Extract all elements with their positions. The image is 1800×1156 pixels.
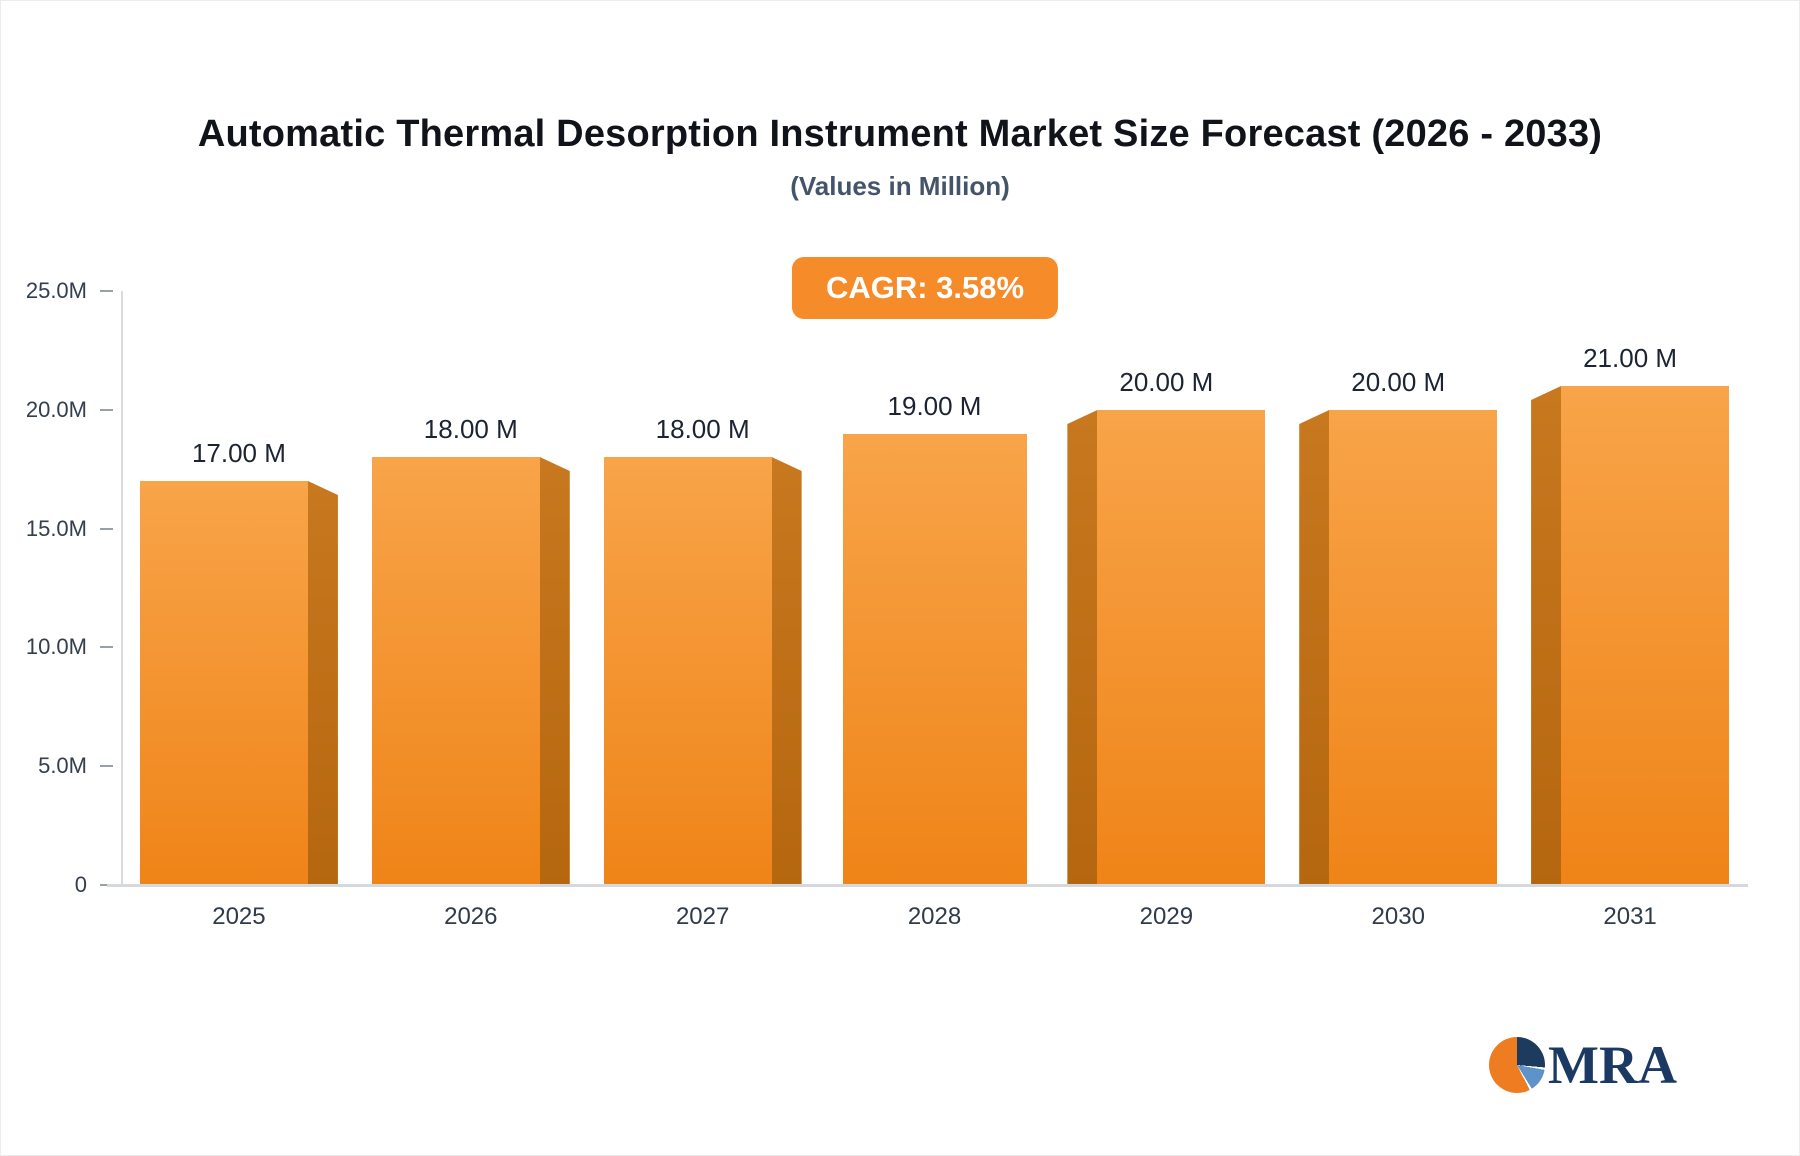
y-tick-label: 10.0M <box>25 634 87 660</box>
y-tick-mark <box>100 290 113 292</box>
bar: 20.00 M <box>1299 367 1498 885</box>
bar-slot: 18.00 M <box>587 291 819 885</box>
y-tick-label: 25.0M <box>25 278 87 303</box>
bar-side-face <box>1067 410 1098 885</box>
cagr-badge: CAGR: 3.58% <box>791 257 1059 319</box>
x-axis-label: 2029 <box>1139 903 1194 930</box>
bar-side-face <box>1299 410 1330 885</box>
bar: 18.00 M <box>371 414 570 885</box>
bar-slot: 18.00 M <box>355 291 587 885</box>
bar-slot: 17.00 M <box>123 291 355 885</box>
bar-chart: 0 5.0M 10.0M 15.0M 20.0M 25.0M 17.00 M 18.00 M… <box>26 278 1748 930</box>
bar: 18.00 M <box>603 414 802 885</box>
bar-value-label: 20.00 M <box>1351 367 1446 397</box>
bar-value-label: 20.00 M <box>1119 367 1214 397</box>
x-axis-label: 2031 <box>1603 903 1657 930</box>
bar: 17.00 M <box>139 438 338 885</box>
bar-slot: 21.00 M <box>1514 291 1746 885</box>
bar-slot: 20.00 M <box>1282 291 1514 885</box>
x-axis-label: 2027 <box>675 903 730 930</box>
y-tick-mark <box>100 765 113 768</box>
bar: 21.00 M <box>1531 343 1730 885</box>
bar-slot: 19.00 M <box>819 291 1051 885</box>
bar-front-face <box>1329 410 1498 885</box>
y-tick-mark <box>100 884 113 886</box>
bar-side-face <box>1531 386 1562 885</box>
x-axis: 2025 2026 2027 2028 2029 2030 2031 <box>123 903 1746 931</box>
x-axis-label: 2028 <box>907 903 962 930</box>
bar-value-label: 21.00 M <box>1583 343 1678 373</box>
x-axis-label: 2030 <box>1371 903 1425 930</box>
chart-title: Automatic Thermal Desorption Instrument … <box>197 113 1603 155</box>
x-axis-label: 2025 <box>212 903 266 930</box>
y-tick-label: 15.0M <box>25 515 87 541</box>
y-tick-label: 0 <box>74 872 87 897</box>
x-axis-label: 2026 <box>444 903 498 930</box>
bar-value-label: 17.00 M <box>191 438 286 468</box>
x-axis-line <box>107 884 1748 887</box>
bar-value-label: 18.00 M <box>423 414 518 444</box>
bar-value-label: 18.00 M <box>655 414 750 444</box>
bar-front-face <box>139 481 308 885</box>
bar-front-face <box>1097 410 1266 885</box>
bar-side-face <box>771 457 802 885</box>
bar-side-face <box>307 481 338 885</box>
y-tick-mark <box>100 408 113 411</box>
y-tick-label: 20.0M <box>25 396 87 422</box>
mra-logo-text: MRA <box>1548 1035 1677 1095</box>
bar: 19.00 M <box>836 391 1034 885</box>
bar-front-face <box>1561 386 1730 885</box>
bar: 20.00 M <box>1067 367 1266 885</box>
y-tick-mark <box>100 646 113 649</box>
y-tick-mark <box>100 527 113 530</box>
cagr-label: CAGR: 3.58% <box>825 270 1025 305</box>
y-axis: 0 5.0M 10.0M 15.0M 20.0M 25.0M <box>1 278 123 897</box>
bar-slot: 20.00 M <box>1050 291 1282 885</box>
y-tick-label: 5.0M <box>38 753 87 779</box>
mra-logo-pie-icon <box>1489 1037 1546 1093</box>
bar-value-label: 19.00 M <box>887 391 982 421</box>
bar-front-face <box>371 457 540 885</box>
mra-logo: MRA <box>1489 1037 1677 1093</box>
chart-subtitle: (Values in Million) <box>790 171 1010 201</box>
bar-front-face <box>603 457 772 885</box>
plot-area: 17.00 M 18.00 M 18.00 M 19.00 M 20.00 M 20.00… <box>123 291 1746 885</box>
bar-side-face <box>539 457 570 885</box>
bar-front-face <box>842 434 1027 885</box>
